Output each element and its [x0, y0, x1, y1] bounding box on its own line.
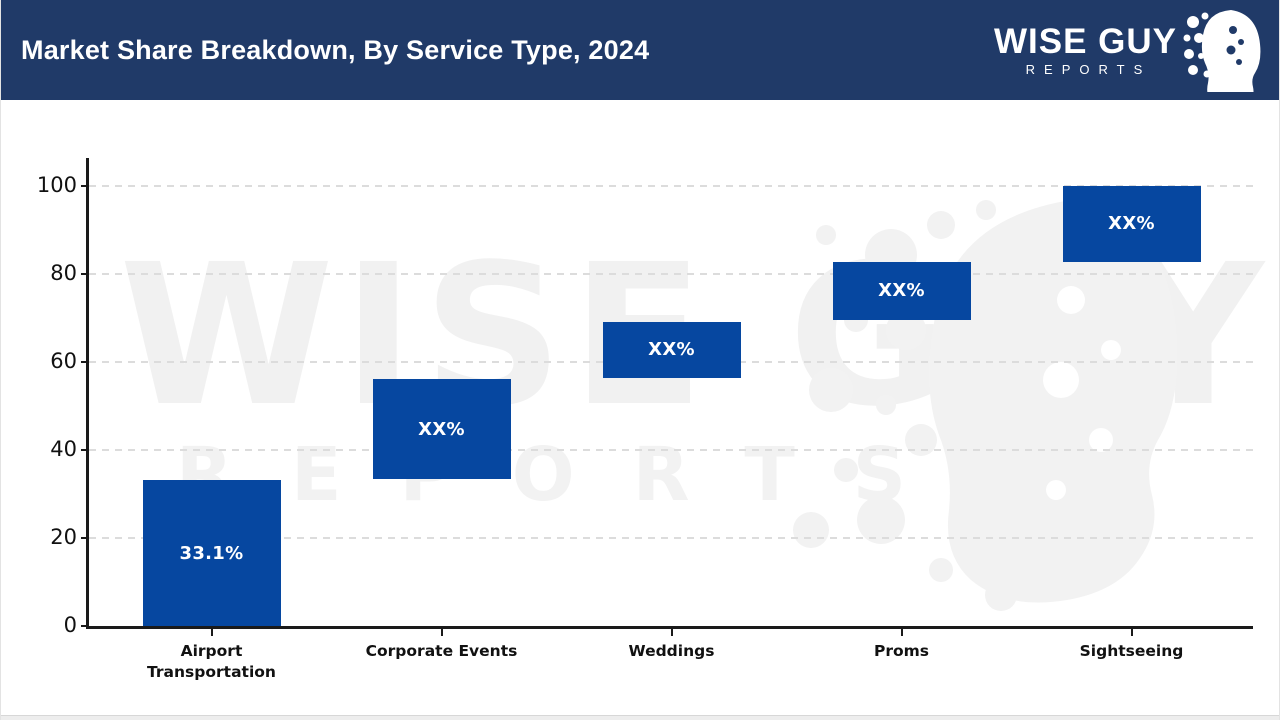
brand-wordmark: WISE GUY	[993, 22, 1177, 61]
y-tick-label-80: 80	[50, 261, 77, 285]
x-category-label-sightseeing: Sightseeing	[1079, 642, 1184, 660]
x-tick-mark-airport-transportation	[210, 628, 213, 636]
bar-value-label: XX%	[1108, 213, 1155, 235]
y-axis-spine	[86, 158, 89, 629]
x-tick-mark-weddings	[670, 628, 673, 636]
y-tick-mark-0	[81, 625, 89, 627]
bar-weddings: XX%	[602, 321, 741, 379]
bar-value-label: XX%	[418, 418, 465, 440]
bar-value-label: 33.1%	[179, 542, 244, 564]
page-title: Market Share Breakdown, By Service Type,…	[21, 34, 650, 65]
watermark-sub: REPORTS	[176, 432, 965, 518]
gridline-40	[89, 449, 1253, 451]
bar-value-label: XX%	[648, 339, 695, 361]
y-tick-mark-80	[81, 273, 89, 275]
gridline-80	[89, 273, 1253, 275]
brand-logo: WISE GUY REPORTS	[994, 8, 1265, 92]
x-category-label-airport-transportation: Airport Transportation	[147, 642, 276, 681]
x-tick-mark-proms	[900, 628, 903, 636]
bar-proms: XX%	[832, 262, 971, 320]
watermark-face-dots	[793, 200, 1178, 611]
y-tick-label-0: 0	[63, 613, 77, 637]
x-category-label-corporate-events: Corporate Events	[365, 642, 518, 660]
footer-strip	[1, 715, 1279, 720]
gridline-20	[89, 537, 1253, 539]
gridline-100	[89, 185, 1253, 187]
y-tick-mark-20	[81, 537, 89, 539]
bar-airport-transportation: 33.1%	[142, 480, 281, 626]
y-tick-mark-100	[81, 185, 89, 187]
x-category-label-weddings: Weddings	[628, 642, 715, 660]
x-category-label-proms: Proms	[873, 642, 930, 660]
bar-sightseeing: XX%	[1062, 186, 1201, 262]
x-tick-mark-sightseeing	[1130, 628, 1133, 636]
brand-face-icon	[1183, 10, 1261, 92]
y-tick-label-40: 40	[50, 437, 77, 461]
y-tick-label-100: 100	[36, 173, 77, 197]
y-tick-label-60: 60	[50, 349, 77, 373]
bar-value-label: XX%	[878, 280, 925, 302]
bar-corporate-events: XX%	[372, 378, 511, 480]
y-tick-mark-40	[81, 449, 89, 451]
brand-subtext: REPORTS	[1025, 62, 1152, 77]
x-tick-mark-corporate-events	[440, 628, 443, 636]
x-axis-spine	[86, 626, 1253, 629]
y-tick-label-20: 20	[50, 525, 77, 549]
y-tick-mark-60	[81, 361, 89, 363]
header-bar: Market Share Breakdown, By Service Type,…	[1, 0, 1279, 100]
